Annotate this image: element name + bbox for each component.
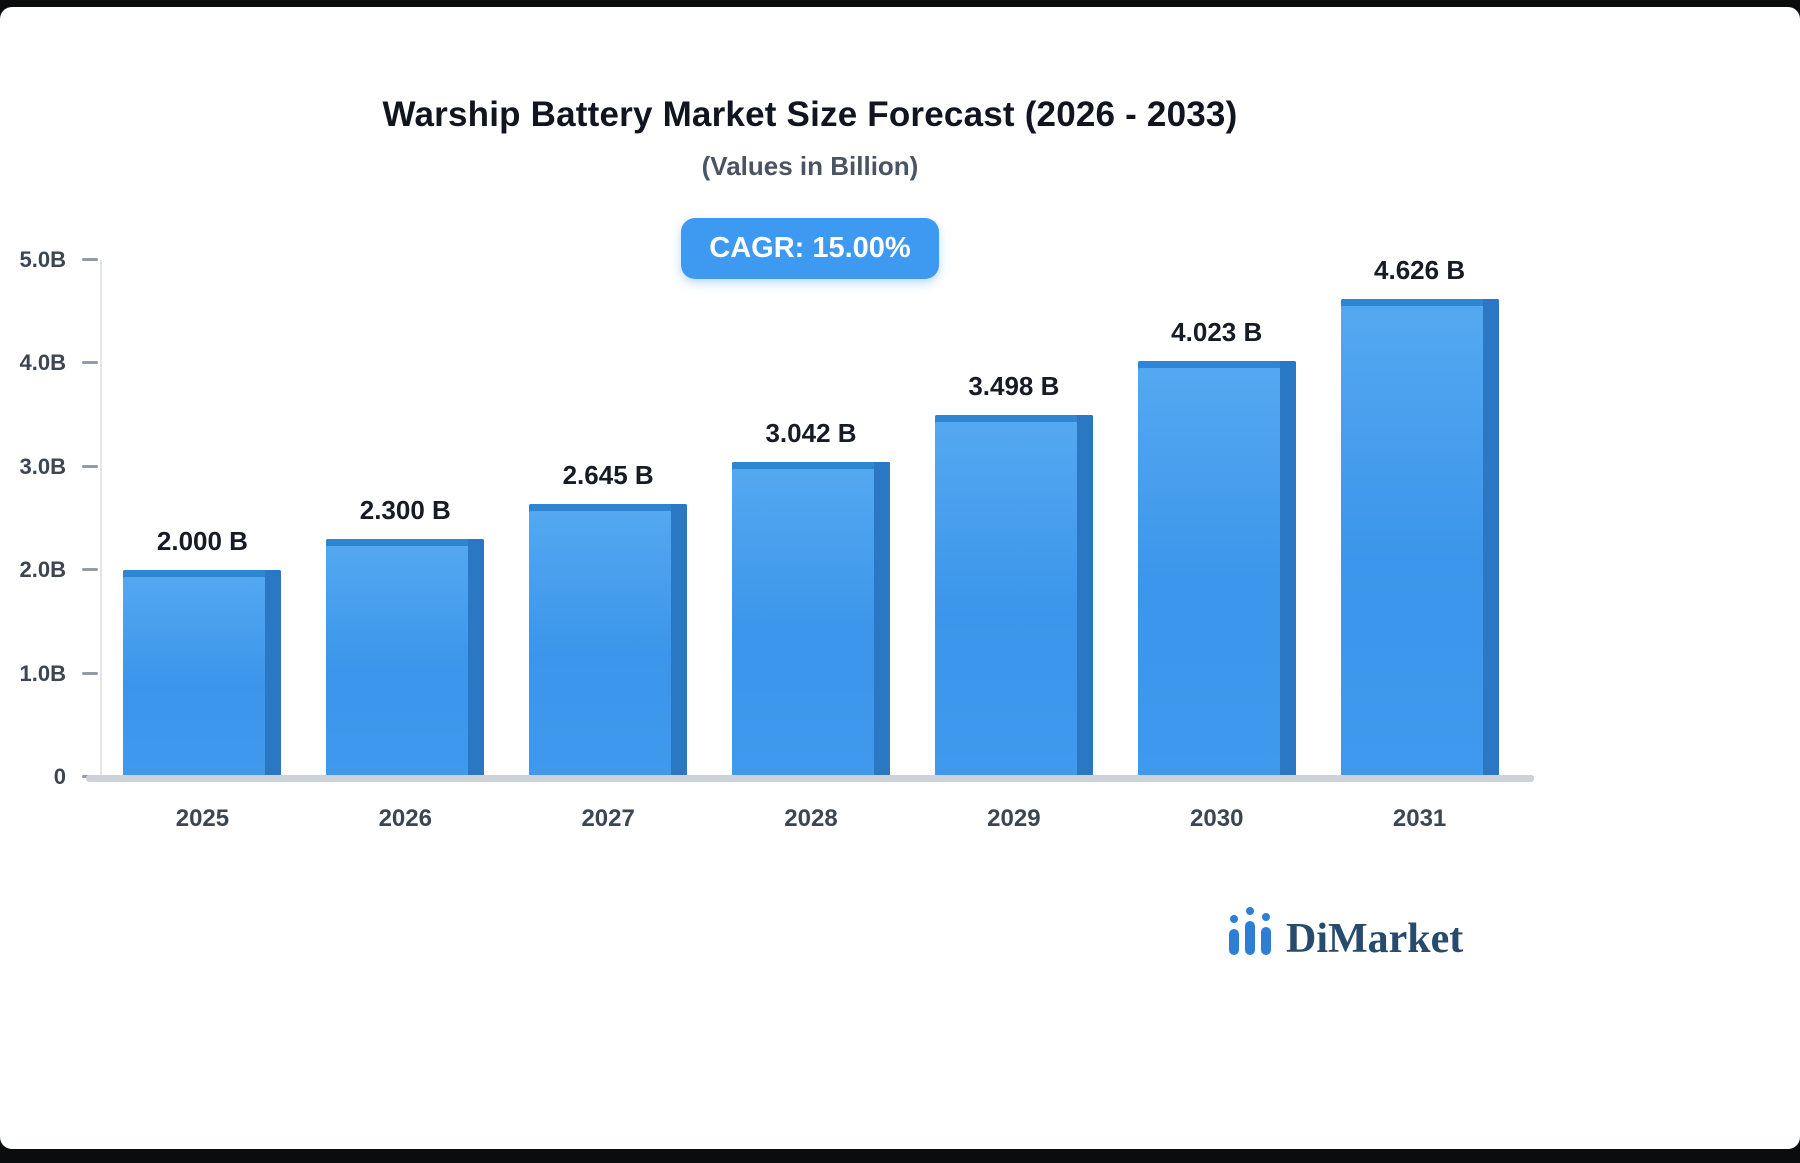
- y-axis: 0 1.0B 2.0B 3.0B 4.0B 5.0B: [0, 247, 100, 789]
- bar-slot: 4.626 B 2031: [1318, 255, 1521, 832]
- y-tick-mark: [82, 464, 98, 468]
- x-axis-line: [86, 775, 1534, 782]
- y-axis-line: [100, 260, 102, 777]
- y-tick-mark: [82, 258, 98, 261]
- bar-slot: 3.498 B 2029: [912, 260, 1115, 832]
- value-label: 2.000 B: [156, 526, 248, 557]
- x-tick-label: 2026: [378, 805, 432, 832]
- bar-slot: 2.300 B 2026: [304, 260, 507, 832]
- y-tick-mark: [82, 568, 98, 572]
- dimarket-logo: DiMarket: [1228, 905, 1463, 960]
- y-tick-label: 0: [53, 764, 66, 789]
- plot-area: 2.000 B 2025 2.300 B 2026 2.645 B 2027 3.042 B…: [101, 255, 1521, 832]
- x-tick-label: 2028: [784, 805, 838, 832]
- value-label: 2.300 B: [359, 495, 451, 526]
- chart-header: Warship Battery Market Size Forecast (20…: [0, 95, 1620, 279]
- value-label: 4.023 B: [1171, 317, 1263, 348]
- y-tick-label: 5.0B: [19, 247, 66, 272]
- x-tick-label: 2025: [175, 805, 230, 832]
- bar-slot: 2.645 B 2027: [507, 260, 710, 832]
- chart-card: Warship Battery Market Size Forecast (20…: [0, 7, 1800, 1149]
- bar-slot: 2.000 B 2025: [101, 260, 304, 832]
- x-tick-label: 2027: [581, 805, 635, 832]
- x-tick-label: 2031: [1392, 805, 1447, 832]
- y-tick-label: 3.0B: [19, 453, 66, 479]
- chart-title: Warship Battery Market Size Forecast (20…: [382, 95, 1238, 134]
- bar-slot: 3.042 B 2028: [710, 260, 913, 832]
- y-tick-mark: [82, 361, 98, 365]
- x-tick-label: 2029: [987, 805, 1041, 832]
- bar-slot: 4.023 B 2030: [1115, 260, 1318, 832]
- cagr-badge: CAGR: 15.00%: [681, 218, 939, 279]
- chart-subtitle: (Values in Billion): [701, 151, 919, 181]
- y-tick-label: 2.0B: [19, 557, 66, 583]
- value-label: 4.626 B: [1374, 254, 1466, 285]
- value-label: 3.042 B: [765, 418, 857, 449]
- bar-2025[interactable]: 2.000 B: [123, 526, 282, 777]
- y-tick-label: 4.0B: [19, 350, 66, 376]
- bar-2030[interactable]: 4.023 B: [1137, 317, 1296, 777]
- value-label: 3.498 B: [968, 371, 1060, 402]
- bar-chart-icon: [1228, 905, 1274, 960]
- bar-2026[interactable]: 2.300 B: [326, 495, 485, 777]
- bar-2029[interactable]: 3.498 B: [934, 371, 1093, 777]
- y-tick-mark: [82, 671, 98, 675]
- bar-2031[interactable]: 4.626 B: [1340, 255, 1499, 777]
- y-tick-label: 1.0B: [19, 660, 66, 686]
- dimarket-logo-text: DiMarket: [1286, 916, 1464, 962]
- value-label: 2.645 B: [562, 459, 654, 490]
- bar-2028[interactable]: 3.042 B: [732, 418, 890, 777]
- x-tick-label: 2030: [1190, 805, 1244, 832]
- bar-2027[interactable]: 2.645 B: [529, 460, 688, 777]
